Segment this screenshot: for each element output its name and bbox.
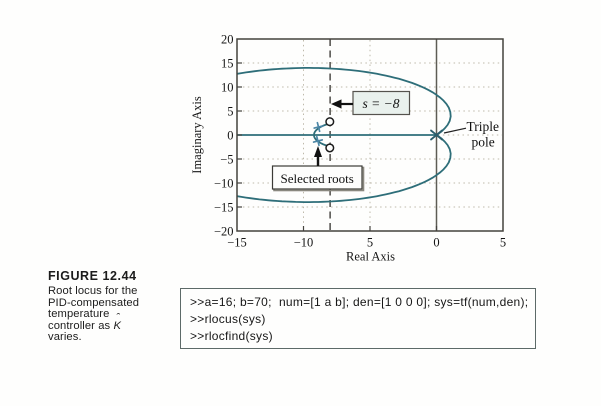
svg-text:−15: −15 bbox=[214, 201, 234, 215]
svg-text:s = −8: s = −8 bbox=[363, 96, 400, 111]
svg-text:−15: −15 bbox=[227, 236, 247, 250]
svg-text:Triple: Triple bbox=[467, 119, 500, 134]
svg-text:−10: −10 bbox=[214, 177, 234, 191]
svg-text:5: 5 bbox=[367, 236, 373, 250]
svg-text:10: 10 bbox=[221, 81, 234, 95]
svg-text:−5: −5 bbox=[220, 153, 233, 167]
svg-text:20: 20 bbox=[221, 33, 234, 47]
svg-text:−20: −20 bbox=[214, 225, 234, 239]
svg-text:Selected roots: Selected roots bbox=[281, 171, 354, 186]
svg-text:−10: −10 bbox=[294, 236, 314, 250]
svg-text:15: 15 bbox=[221, 57, 234, 71]
svg-text:Imaginary Axis: Imaginary Axis bbox=[190, 96, 204, 174]
svg-text:5: 5 bbox=[500, 236, 506, 250]
svg-text:Real Axis: Real Axis bbox=[346, 250, 395, 264]
svg-text:0: 0 bbox=[433, 236, 439, 250]
svg-text:5: 5 bbox=[227, 105, 233, 119]
svg-text:0: 0 bbox=[227, 129, 233, 143]
svg-text:pole: pole bbox=[472, 135, 495, 150]
